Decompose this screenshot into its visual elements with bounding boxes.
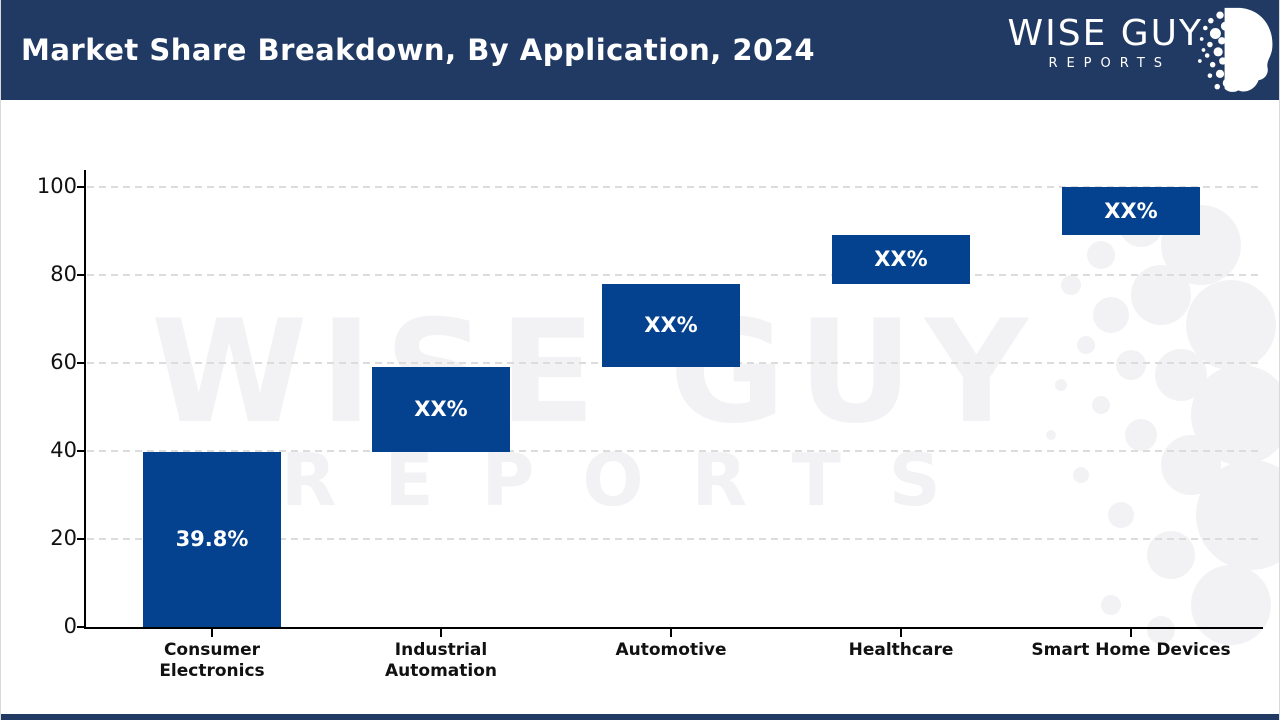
bar-value-label: XX%	[414, 397, 468, 422]
y-axis-line	[84, 170, 86, 629]
watermark-subtext: REPORTS	[281, 438, 989, 522]
waterfall-bar: XX%	[602, 283, 740, 367]
x-axis-line	[84, 627, 1263, 629]
x-axis-category-label: Automotive	[615, 640, 727, 660]
waterfall-bar: XX%	[832, 234, 970, 284]
gridline	[87, 274, 1263, 276]
brand-logo: WISE GUY REPORTS	[1008, 14, 1204, 71]
y-axis-tick-mark	[77, 362, 85, 364]
y-axis-tick-label: 80	[50, 262, 77, 286]
y-axis-tick-label: 0	[63, 614, 77, 638]
gridline	[87, 450, 1263, 452]
x-axis-tick-mark	[670, 629, 672, 637]
gridline	[87, 186, 1263, 188]
x-axis-category-label: Industrial Automation	[385, 640, 497, 682]
y-axis-tick-mark	[77, 274, 85, 276]
header-bar: Market Share Breakdown, By Application, …	[1, 0, 1279, 100]
y-axis-tick-label: 40	[50, 438, 77, 462]
y-axis-tick-label: 100	[36, 174, 77, 198]
y-axis-tick-mark	[77, 186, 85, 188]
brand-logo-text: WISE GUY	[1007, 13, 1203, 54]
y-axis-tick-mark	[77, 538, 85, 540]
waterfall-bar: 39.8%	[143, 451, 281, 627]
bar-value-label: XX%	[1104, 198, 1158, 223]
y-axis-tick-mark	[77, 450, 85, 452]
x-axis-category-label: Smart Home Devices	[1031, 640, 1231, 660]
y-axis-tick-label: 20	[50, 526, 77, 550]
bar-value-label: XX%	[644, 313, 698, 338]
x-axis-category-label: Healthcare	[848, 640, 954, 660]
x-axis-tick-mark	[900, 629, 902, 637]
watermark-head-graphic	[1046, 203, 1279, 645]
bar-value-label: XX%	[874, 247, 928, 272]
footer-bar	[1, 714, 1279, 720]
gridline	[87, 538, 1263, 540]
y-axis-tick-mark	[77, 626, 85, 628]
page-title: Market Share Breakdown, By Application, …	[21, 33, 816, 67]
x-axis-tick-mark	[1130, 629, 1132, 637]
bar-value-label: 39.8%	[175, 527, 249, 552]
watermark-text: WISE GUY	[151, 290, 1040, 455]
y-axis-tick-label: 60	[50, 350, 77, 374]
brand-head-icon	[1198, 7, 1273, 92]
brand-logo-subtext: REPORTS	[1048, 55, 1172, 71]
waterfall-bar: XX%	[1062, 187, 1200, 235]
waterfall-bar: XX%	[372, 366, 510, 452]
x-axis-category-label: Consumer Electronics	[159, 640, 265, 682]
x-axis-tick-mark	[440, 629, 442, 637]
x-axis-tick-mark	[211, 629, 213, 637]
